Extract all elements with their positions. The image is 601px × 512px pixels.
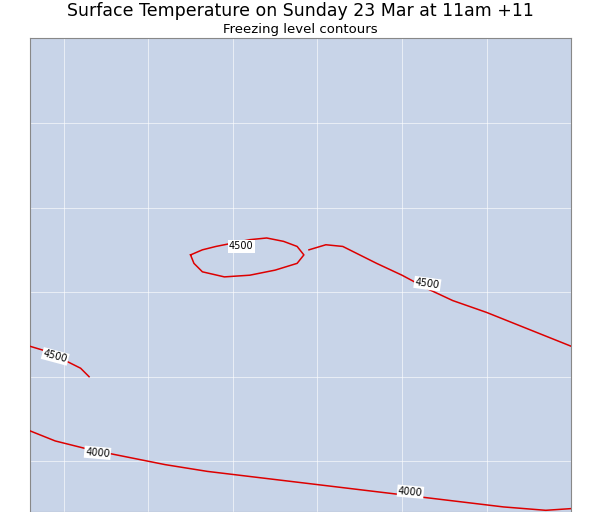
Text: 4000: 4000 — [398, 486, 423, 498]
Text: 4500: 4500 — [42, 348, 69, 365]
Text: Surface Temperature on Sunday 23 Mar at 11am +11: Surface Temperature on Sunday 23 Mar at … — [67, 2, 534, 20]
Text: 4500: 4500 — [229, 242, 254, 251]
Text: 4000: 4000 — [85, 447, 110, 459]
Text: 4500: 4500 — [415, 277, 441, 290]
Text: Freezing level contours: Freezing level contours — [223, 24, 378, 36]
